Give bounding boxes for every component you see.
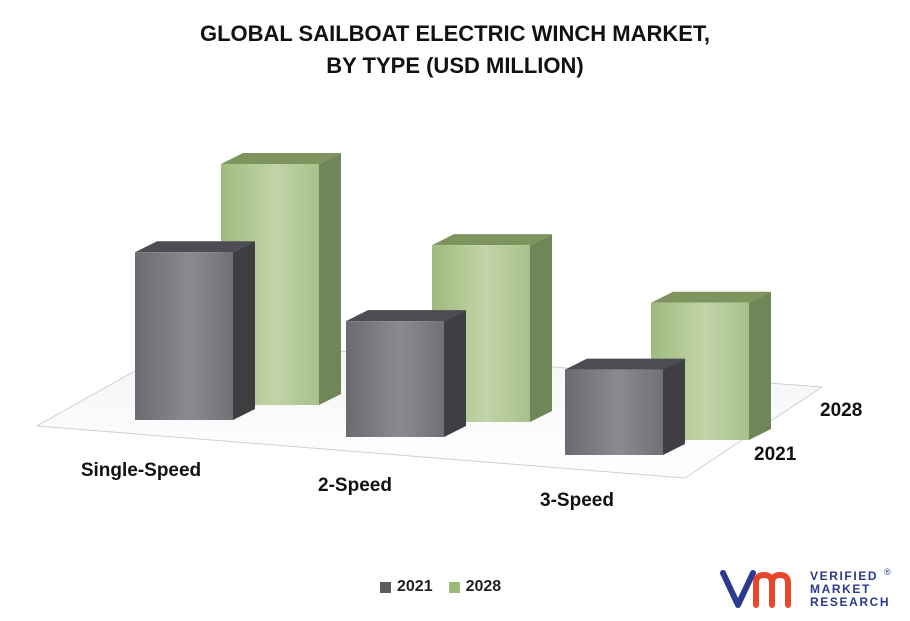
- depth-axis-label-2021: 2021: [754, 444, 797, 465]
- brand-line-1: VERIFIED: [810, 568, 879, 583]
- registered-mark: ®: [884, 567, 891, 577]
- legend-item-2028: 2028: [448, 578, 502, 596]
- bar-single-speed-2021-front: [135, 252, 233, 420]
- bar-3-speed-2021-top: [565, 358, 685, 370]
- bar-2-speed-2021-side: [444, 310, 466, 437]
- vmr-logo-icon: [720, 570, 791, 608]
- bar-2-speed-2021: [346, 310, 466, 437]
- bar-single-speed-2028-top: [221, 153, 341, 165]
- chart-title: GLOBAL SAILBOAT ELECTRIC WINCH MARKET, B…: [0, 18, 910, 82]
- bar-2-speed-2021-top: [346, 310, 466, 322]
- bar-single-speed-2021-side: [233, 241, 255, 420]
- bar-2-speed-2028-side: [530, 234, 552, 422]
- bar-3-speed-2021: [565, 358, 685, 455]
- legend-swatch-2021: [380, 581, 391, 593]
- legend-item-2021: 2021: [380, 578, 433, 596]
- bar-3-speed-2021-side: [663, 358, 685, 455]
- brand-wordmark: VERIFIED MARKET RESEARCH: [810, 568, 891, 609]
- x-axis-label-2-speed: 2-Speed: [318, 475, 392, 496]
- bar-3-speed-2021-front: [565, 369, 663, 455]
- bar-single-speed-2021: [135, 241, 255, 420]
- chart-title-line-2: BY TYPE (USD MILLION): [326, 53, 584, 78]
- bar-3-speed-2028-side: [749, 291, 771, 440]
- bar-2-speed-2021-front: [346, 321, 444, 437]
- bar-3-speed-2028-top: [651, 291, 771, 303]
- brand-line-3: RESEARCH: [810, 594, 891, 609]
- x-axis-label-single-speed: Single-Speed: [81, 460, 201, 481]
- bar-2-speed-2028-top: [432, 234, 552, 246]
- bar-single-speed-2021-top: [135, 241, 255, 253]
- bar-single-speed-2028-side: [319, 153, 341, 405]
- legend-label-2021: 2021: [397, 578, 433, 595]
- depth-axis-label-2028: 2028: [820, 400, 862, 421]
- legend-label-2028: 2028: [465, 578, 502, 595]
- x-axis-label-3-speed: 3-Speed: [540, 490, 614, 511]
- legend-swatch-2028: [448, 581, 460, 593]
- brand-logo: VERIFIED MARKET RESEARCH: [720, 566, 900, 612]
- legend: 2021 2028: [380, 578, 517, 596]
- brand-line-2: MARKET: [810, 581, 871, 596]
- chart-title-line-1: GLOBAL SAILBOAT ELECTRIC WINCH MARKET,: [199, 21, 711, 46]
